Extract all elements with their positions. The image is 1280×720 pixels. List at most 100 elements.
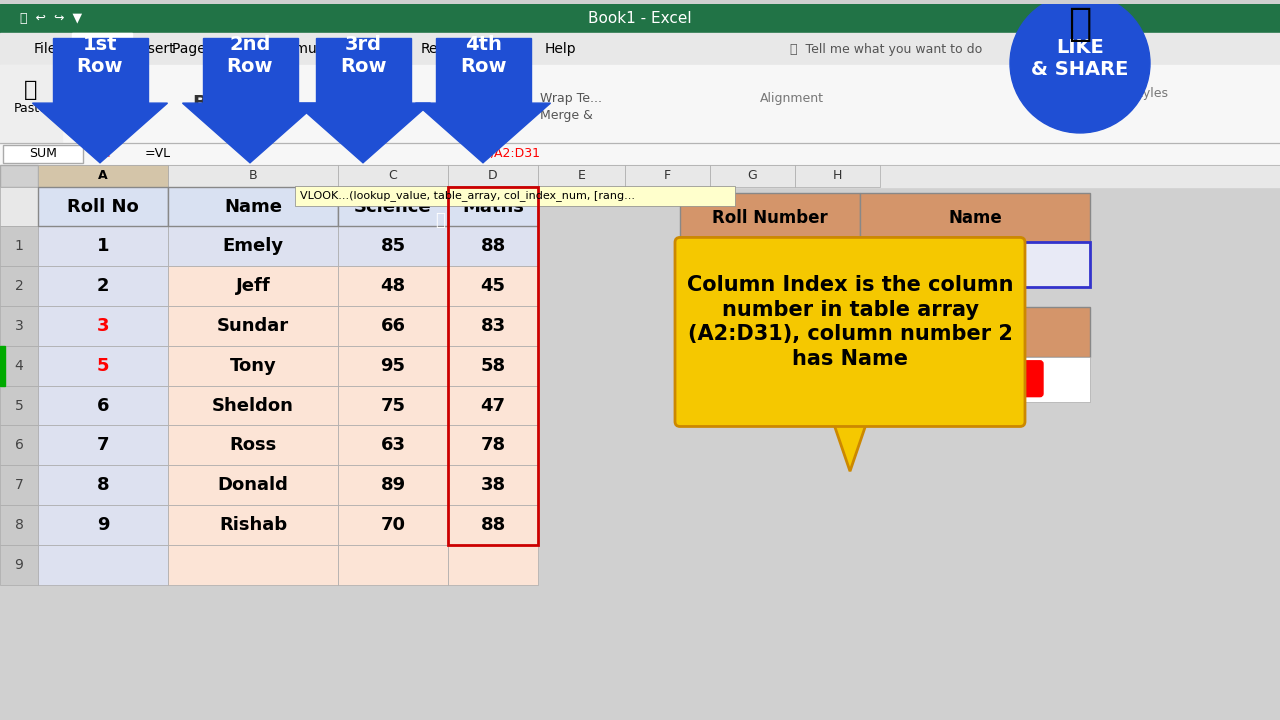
Bar xyxy=(38,386,168,426)
Text: 9: 9 xyxy=(97,516,109,534)
Bar xyxy=(168,186,338,227)
Text: 💾  ↩  ↪  ▼: 💾 ↩ ↪ ▼ xyxy=(20,12,82,25)
Text: Help: Help xyxy=(544,42,576,56)
Polygon shape xyxy=(32,103,168,163)
Text: View: View xyxy=(498,42,531,56)
Bar xyxy=(338,186,448,227)
Text: A: A xyxy=(99,169,108,182)
Text: Book1 - Excel: Book1 - Excel xyxy=(589,11,691,26)
Bar xyxy=(860,193,1091,243)
Bar xyxy=(0,227,38,266)
Bar xyxy=(0,165,1280,186)
Text: Review: Review xyxy=(420,42,470,56)
Text: D: D xyxy=(488,169,498,182)
Text: 1: 1 xyxy=(14,239,23,253)
Text: 48: 48 xyxy=(380,277,406,295)
Bar xyxy=(168,186,338,227)
Bar xyxy=(0,33,1280,66)
Text: 4: 4 xyxy=(14,359,23,373)
Text: 1: 1 xyxy=(764,256,776,274)
Text: Merge &: Merge & xyxy=(540,109,593,122)
Bar xyxy=(38,426,168,465)
Bar xyxy=(338,426,448,465)
Text: 1.9: 1.9 xyxy=(754,370,786,388)
Circle shape xyxy=(1010,0,1149,133)
Text: Name: Name xyxy=(948,323,1002,341)
Bar xyxy=(338,186,448,227)
Bar xyxy=(680,307,860,357)
Text: =VL: =VL xyxy=(145,148,172,161)
Bar xyxy=(168,165,338,186)
Text: Insert: Insert xyxy=(136,42,175,56)
Bar xyxy=(435,38,530,103)
Text: P(G5,A2:D31,: P(G5,A2:D31, xyxy=(870,257,973,272)
Bar xyxy=(448,545,538,585)
Bar xyxy=(338,165,448,186)
Text: 88: 88 xyxy=(480,238,506,256)
Text: 👍: 👍 xyxy=(1069,4,1092,42)
Bar xyxy=(448,227,538,266)
Bar xyxy=(38,186,168,227)
Bar xyxy=(168,426,338,465)
Text: VLOOK...(lookup_value, table_array, col_index_num, [rang...: VLOOK...(lookup_value, table_array, col_… xyxy=(300,190,635,201)
Text: Column Index is the column
number in table array
(A2:D31), column number 2
has N: Column Index is the column number in tab… xyxy=(687,275,1014,369)
Text: 9: 9 xyxy=(14,558,23,572)
Bar xyxy=(710,165,795,186)
Bar xyxy=(38,505,168,545)
Text: Rishab: Rishab xyxy=(219,516,287,534)
Bar xyxy=(0,306,38,346)
Polygon shape xyxy=(296,103,430,163)
Bar xyxy=(338,266,448,306)
Bar xyxy=(168,545,338,585)
Bar xyxy=(72,33,132,66)
Bar xyxy=(448,346,538,386)
Text: G: G xyxy=(748,169,758,182)
Text: Table: Table xyxy=(1060,109,1093,122)
Bar xyxy=(315,38,411,103)
Text: 7: 7 xyxy=(97,436,109,454)
Bar xyxy=(0,426,38,465)
Bar xyxy=(338,465,448,505)
Bar xyxy=(0,66,61,143)
Text: 58: 58 xyxy=(480,357,506,375)
Bar xyxy=(168,227,338,266)
Bar xyxy=(202,38,297,103)
Text: Name: Name xyxy=(948,209,1002,227)
Text: Wrap Te...: Wrap Te... xyxy=(540,91,602,104)
Bar xyxy=(3,145,83,163)
Text: 88: 88 xyxy=(480,516,506,534)
Bar xyxy=(0,165,38,186)
Bar xyxy=(448,386,538,426)
Bar xyxy=(538,165,625,186)
FancyBboxPatch shape xyxy=(675,238,1025,426)
Text: 47: 47 xyxy=(480,397,506,415)
Polygon shape xyxy=(416,103,550,163)
Text: Name: Name xyxy=(224,197,282,215)
Bar xyxy=(680,357,860,402)
Bar xyxy=(168,266,338,306)
Bar xyxy=(338,227,448,266)
Bar xyxy=(38,306,168,346)
Bar xyxy=(0,186,38,227)
Bar xyxy=(168,346,338,386)
Text: 85: 85 xyxy=(380,238,406,256)
Text: 6: 6 xyxy=(14,438,23,452)
Bar xyxy=(38,545,168,585)
Bar xyxy=(38,346,168,386)
Text: 7: 7 xyxy=(14,478,23,492)
Text: E: E xyxy=(577,169,585,182)
Bar xyxy=(168,465,338,505)
Bar xyxy=(0,266,38,306)
Text: ▶  Subscribe: ▶ Subscribe xyxy=(901,372,1009,386)
Text: Donald: Donald xyxy=(218,476,288,494)
Text: Sheldon: Sheldon xyxy=(212,397,294,415)
Text: Roll Number: Roll Number xyxy=(712,323,828,341)
Text: 6: 6 xyxy=(97,397,109,415)
Text: 5: 5 xyxy=(14,399,23,413)
Text: B: B xyxy=(192,94,207,112)
Text: Sundar: Sundar xyxy=(216,317,289,335)
FancyBboxPatch shape xyxy=(867,361,1043,397)
Text: 3: 3 xyxy=(14,319,23,333)
Polygon shape xyxy=(183,103,317,163)
Text: Roll Number: Roll Number xyxy=(712,209,828,227)
